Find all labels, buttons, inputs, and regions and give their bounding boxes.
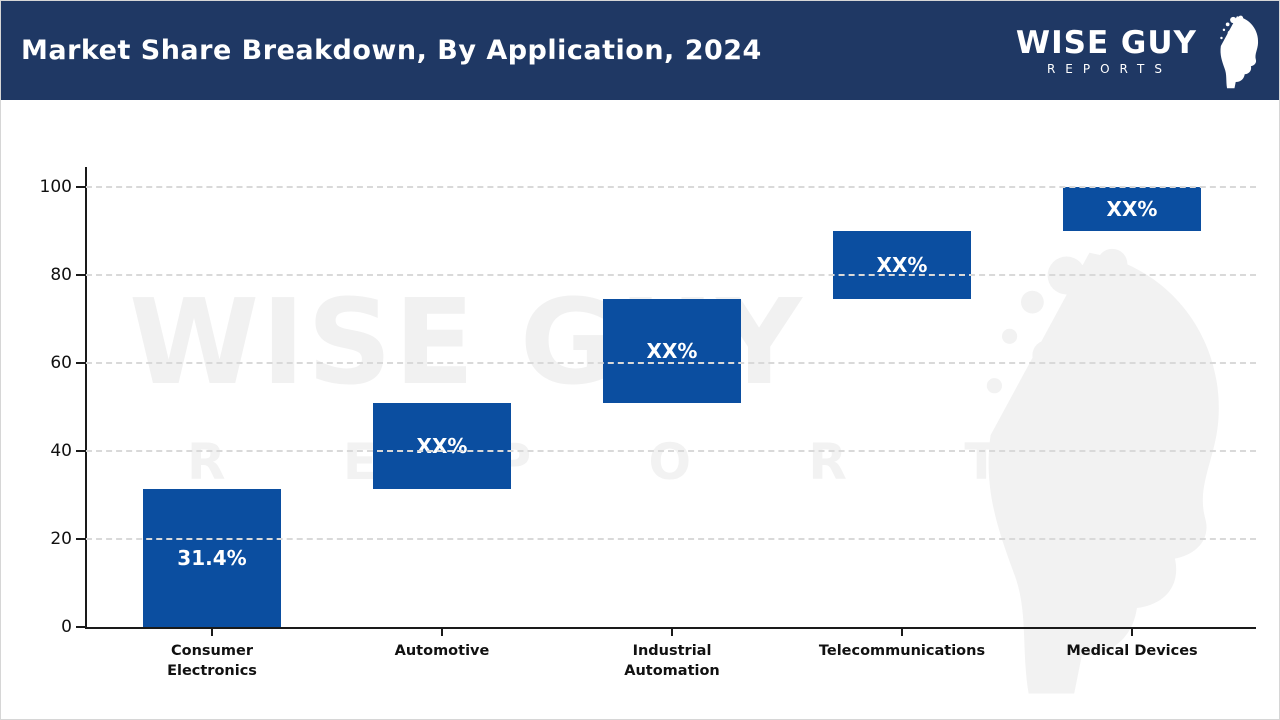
x-tick-label-line: Consumer	[171, 643, 253, 659]
x-tick-3	[901, 629, 903, 636]
x-tick-label-4: Medical Devices	[1017, 641, 1247, 661]
x-tick-label-line: Medical Devices	[1066, 643, 1198, 659]
bar-medical-devices: XX%	[1063, 187, 1201, 231]
bar-value-label: XX%	[1106, 197, 1158, 221]
logo-wordmark: WISE GUY	[1015, 25, 1197, 61]
logo-reports-text: REPORTS	[1046, 62, 1172, 76]
x-tick-label-1: Automotive	[327, 641, 557, 661]
x-tick-label-2: Industrial Automation	[557, 641, 787, 681]
y-tick-label-20: 20	[50, 529, 72, 549]
header-bar: Market Share Breakdown, By Application, …	[1, 1, 1279, 100]
y-tick-label-100: 100	[39, 177, 72, 197]
x-tick-2	[671, 629, 673, 636]
y-tick-label-40: 40	[50, 441, 72, 461]
y-tick-0	[76, 626, 85, 628]
bar-consumer-electronics: 31.4%	[143, 488, 281, 627]
y-tick-40	[76, 450, 85, 452]
logo-text: WISE GUY REPORTS	[1016, 26, 1197, 76]
x-tick-label-line: Automotive	[394, 643, 490, 659]
x-tick-label-line: Electronics	[167, 663, 257, 679]
bar-value-label: XX%	[416, 433, 468, 458]
x-axis-line	[85, 627, 1256, 629]
y-axis-line	[85, 167, 87, 629]
y-tick-label-0: 0	[61, 617, 72, 637]
bar-telecommunications: XX%	[833, 231, 971, 300]
wise-guy-logo: WISE GUY REPORTS	[1016, 9, 1263, 93]
x-tick-label-0: Consumer Electronics	[97, 641, 327, 681]
x-tick-label-3: Telecommunications	[787, 641, 1017, 661]
x-tick-label-line: Industrial	[632, 643, 712, 659]
bar-automotive: XX%	[373, 402, 511, 489]
y-tick-100	[76, 186, 85, 188]
x-tick-4	[1131, 629, 1133, 636]
logo-face-dots-icon	[1220, 15, 1259, 89]
y-tick-80	[76, 274, 85, 276]
bar-value-label: XX%	[646, 338, 698, 363]
x-tick-1	[441, 629, 443, 636]
y-tick-label-60: 60	[50, 353, 72, 373]
chart-title: Market Share Breakdown, By Application, …	[21, 35, 762, 66]
x-tick-0	[211, 629, 213, 636]
y-tick-label-80: 80	[50, 265, 72, 285]
bar-value-label: XX%	[876, 253, 928, 278]
x-tick-label-line: Telecommunications	[818, 643, 986, 659]
y-tick-60	[76, 362, 85, 364]
bar-value-label: 31.4%	[177, 545, 247, 570]
x-tick-label-line: Automation	[624, 663, 720, 679]
bar-industrial-automation: XX%	[603, 299, 741, 403]
y-tick-20	[76, 538, 85, 540]
